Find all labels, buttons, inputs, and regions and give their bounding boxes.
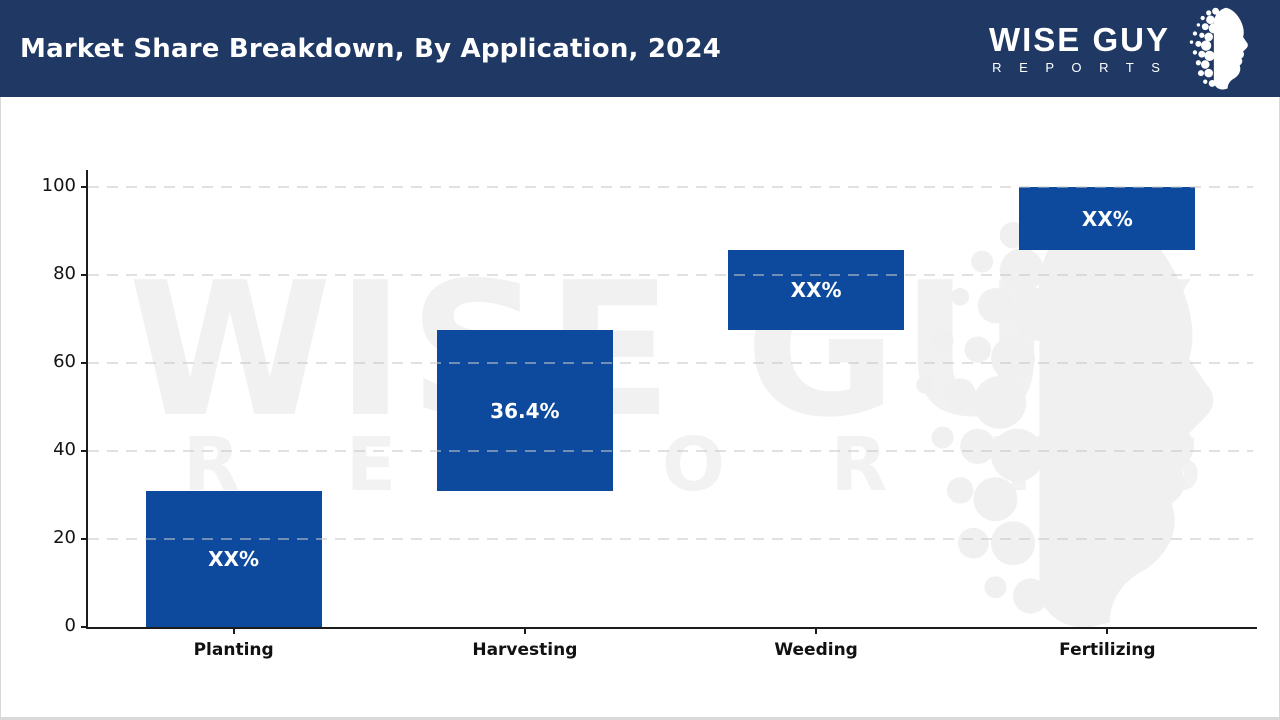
logo-reports-text: R E P O R T S <box>992 60 1167 75</box>
x-tick-label-fertilizing: Fertilizing <box>1059 640 1156 660</box>
x-tick-mark <box>815 627 818 634</box>
y-tick-mark <box>81 362 88 364</box>
y-tick-label: 40 <box>53 439 76 460</box>
x-tick-label-harvesting: Harvesting <box>472 640 578 660</box>
gridline-y100 <box>88 186 1253 188</box>
x-axis-line <box>86 627 1257 629</box>
bar-fertilizing: XX% <box>1019 187 1196 251</box>
y-axis-line <box>86 170 88 629</box>
x-tick-mark <box>523 627 526 634</box>
y-tick-mark <box>81 538 88 540</box>
y-tick-mark <box>81 626 88 628</box>
x-tick-mark <box>232 627 235 634</box>
bar-value-label: XX% <box>1081 206 1133 231</box>
bar-weeding: XX% <box>728 250 905 331</box>
logo-wiseguy-text: WISE GUY <box>988 21 1170 58</box>
y-tick-label: 20 <box>53 527 76 548</box>
bar-harvesting: 36.4% <box>436 330 613 491</box>
x-tick-label-planting: Planting <box>193 640 274 660</box>
x-tick-label-weeding: Weeding <box>774 640 858 660</box>
bar-value-label: 36.4% <box>490 398 560 423</box>
bar-planting: XX% <box>145 490 322 627</box>
gridline-y60 <box>88 362 1253 364</box>
y-tick-label: 60 <box>53 351 76 372</box>
watermark-head-logo <box>916 208 1214 628</box>
chart-title: Market Share Breakdown, By Application, … <box>20 33 722 64</box>
gridline-y20 <box>88 538 1253 540</box>
y-tick-mark <box>81 450 88 452</box>
y-tick-label: 80 <box>53 263 76 284</box>
header-bar: Market Share Breakdown, By Application, … <box>0 0 1280 97</box>
y-tick-label: 100 <box>41 175 76 196</box>
logo-head-icon <box>1189 7 1248 90</box>
y-tick-mark <box>81 186 88 188</box>
y-tick-mark <box>81 274 88 276</box>
y-tick-label: 0 <box>64 615 76 636</box>
gridline-y80 <box>88 274 1253 276</box>
gridline-y40 <box>88 450 1253 452</box>
bar-value-label: XX% <box>790 278 842 303</box>
bar-value-label: XX% <box>208 546 260 571</box>
x-tick-mark <box>1106 627 1109 634</box>
wiseguy-logo: WISE GUY R E P O R T S <box>989 6 1254 92</box>
